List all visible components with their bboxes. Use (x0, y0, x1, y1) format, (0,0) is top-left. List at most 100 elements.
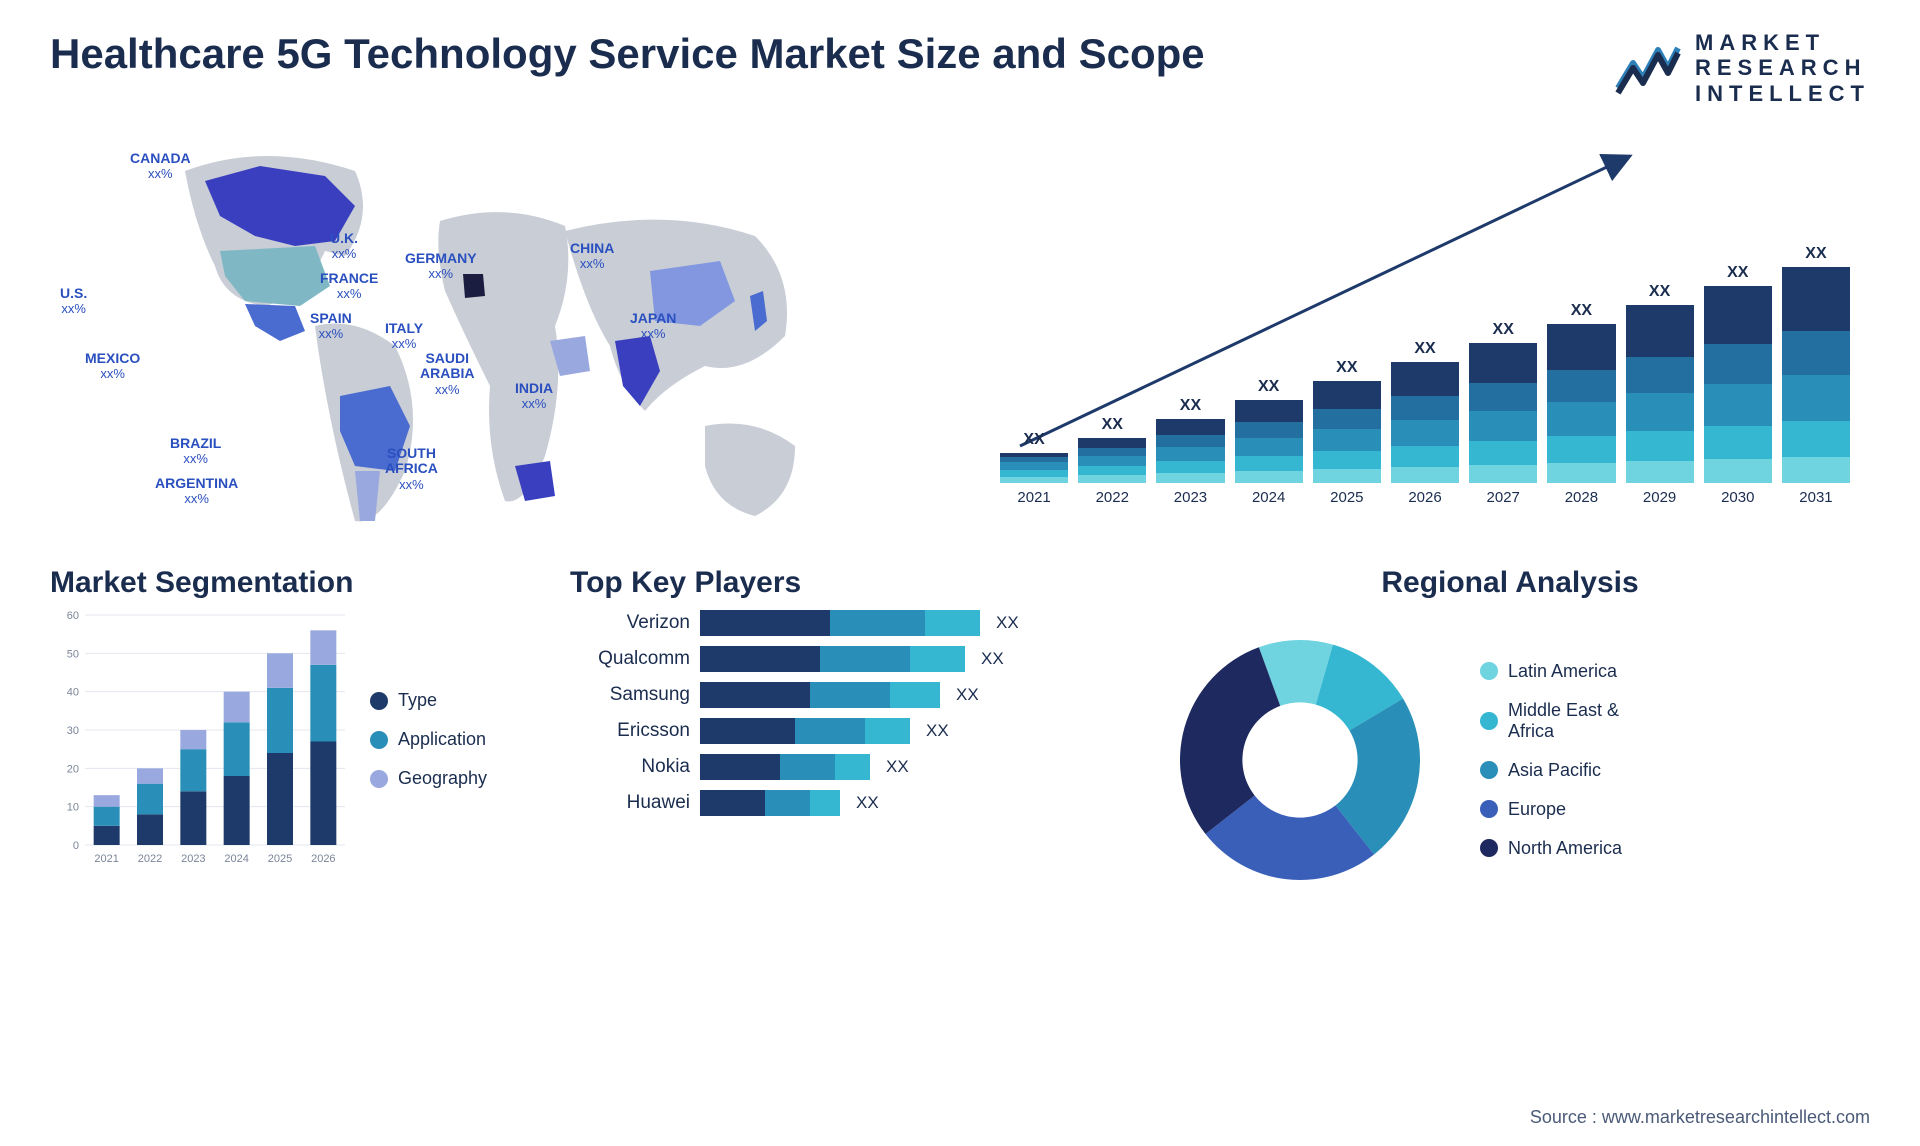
segmentation-chart: 0102030405060202120222023202420252026 (50, 610, 350, 870)
seg-bar-segment (180, 791, 206, 845)
legend-swatch (1480, 712, 1498, 730)
seg-bar-segment (267, 688, 293, 753)
kp-bar-segment (810, 790, 840, 816)
kp-row-huawei: HuaweiXX (570, 790, 1100, 816)
bar-segment (1391, 420, 1459, 446)
kp-name: Huawei (570, 792, 690, 814)
bar-x-label: 2021 (1017, 489, 1050, 506)
bar-segment (1547, 463, 1615, 483)
bar-segment (1078, 438, 1146, 448)
kp-name: Verizon (570, 612, 690, 634)
map-label-italy: ITALYxx% (385, 321, 423, 352)
map-label-brazil: BRAZILxx% (170, 436, 221, 467)
seg-bar-segment (137, 814, 163, 845)
map-label-argentina: ARGENTINAxx% (155, 476, 238, 507)
bar-segment (1235, 400, 1303, 422)
segmentation-legend: TypeApplicationGeography (370, 610, 487, 870)
bar-x-label: 2027 (1487, 489, 1520, 506)
legend-swatch (370, 692, 388, 710)
seg-bar-segment (310, 741, 336, 845)
bar-x-label: 2031 (1799, 489, 1832, 506)
bar-segment (1469, 383, 1537, 411)
kp-bar-segment (700, 754, 780, 780)
bottom-row: Market Segmentation 01020304050602021202… (50, 566, 1870, 910)
kp-bar-segment (925, 610, 980, 636)
top-row: CANADAxx%U.S.xx%MEXICOxx%BRAZILxx%ARGENT… (50, 126, 1870, 536)
bar-segment (1313, 429, 1381, 451)
seg-bar-segment (137, 784, 163, 815)
kp-bar-segment (780, 754, 835, 780)
keyplayers-panel: Top Key Players VerizonXXQualcommXXSamsu… (570, 566, 1100, 910)
svg-text:2026: 2026 (311, 853, 335, 865)
main-bar-2028: XX2028 (1547, 302, 1615, 506)
kp-name: Nokia (570, 756, 690, 778)
bar-segment (1391, 467, 1459, 483)
bar-segment (1626, 393, 1694, 431)
bar-segment (1078, 466, 1146, 475)
main-bar-2023: XX 2023 (1156, 397, 1224, 506)
bar-value-label: XX (1258, 378, 1279, 396)
svg-text:2022: 2022 (138, 853, 162, 865)
bar-value-label: XX (1414, 340, 1435, 358)
legend-label: Asia Pacific (1508, 760, 1601, 781)
bar-x-label: 2024 (1252, 489, 1285, 506)
bar-segment (1626, 461, 1694, 483)
kp-row-samsung: SamsungXX (570, 682, 1100, 708)
map-label-india: INDIAxx% (515, 381, 553, 412)
bar-segment (1313, 409, 1381, 429)
seg-bar-segment (180, 749, 206, 791)
bar-value-label: XX (1649, 283, 1670, 301)
bar-value-label: XX (1571, 302, 1592, 320)
svg-text:0: 0 (73, 840, 79, 852)
bar-segment (1782, 457, 1850, 483)
bar-x-label: 2023 (1174, 489, 1207, 506)
map-label-south-africa: SOUTHAFRICAxx% (385, 446, 438, 492)
segmentation-panel: Market Segmentation 01020304050602021202… (50, 566, 520, 910)
legend-label: North America (1508, 838, 1622, 859)
seg-bar-segment (224, 692, 250, 723)
bar-value-label: XX (1180, 397, 1201, 415)
kp-bar-segment (700, 682, 810, 708)
kp-bar-segment (910, 646, 965, 672)
map-label-u.s.: U.S.xx% (60, 286, 87, 317)
regional-legend-item: North America (1480, 838, 1622, 859)
regional-legend-item: Europe (1480, 799, 1622, 820)
main-bar-2026: XX 2026 (1391, 340, 1459, 506)
kp-bar (700, 682, 940, 708)
bar-segment (1313, 381, 1381, 409)
seg-bar-segment (310, 665, 336, 742)
bar-x-label: 2026 (1408, 489, 1441, 506)
logo-line3: INTELLECT (1695, 81, 1870, 106)
regional-donut (1150, 610, 1450, 910)
bar-segment (1156, 461, 1224, 473)
legend-swatch (370, 770, 388, 788)
world-map-panel: CANADAxx%U.S.xx%MEXICOxx%BRAZILxx%ARGENT… (50, 126, 940, 536)
regional-legend-item: Asia Pacific (1480, 760, 1622, 781)
legend-label: Latin America (1508, 661, 1617, 682)
bar-segment (1078, 448, 1146, 456)
bar-segment (1000, 470, 1068, 477)
main-bar-2029: XX 2029 (1626, 283, 1694, 506)
bar-segment (1626, 431, 1694, 461)
source-text: Source : www.marketresearchintellect.com (1530, 1107, 1870, 1128)
bar-segment (1313, 469, 1381, 483)
map-label-china: CHINAxx% (570, 241, 614, 272)
regional-legend-item: Middle East &Africa (1480, 700, 1622, 742)
main-bar-2030: XX2030 (1704, 264, 1772, 506)
map-region-Mexico (245, 304, 305, 341)
legend-swatch (1480, 761, 1498, 779)
bar-segment (1469, 343, 1537, 383)
bar-segment (1547, 324, 1615, 370)
map-label-mexico: MEXICOxx% (85, 351, 140, 382)
kp-value: XX (886, 757, 909, 777)
bar-segment (1626, 357, 1694, 393)
seg-bar-segment (310, 630, 336, 665)
kp-name: Qualcomm (570, 648, 690, 670)
bar-segment (1782, 421, 1850, 457)
logo-line1: MARKET (1695, 30, 1870, 55)
bar-segment (1626, 305, 1694, 357)
kp-row-ericsson: EricssonXX (570, 718, 1100, 744)
kp-value: XX (926, 721, 949, 741)
bar-x-label: 2029 (1643, 489, 1676, 506)
kp-bar-segment (830, 610, 925, 636)
